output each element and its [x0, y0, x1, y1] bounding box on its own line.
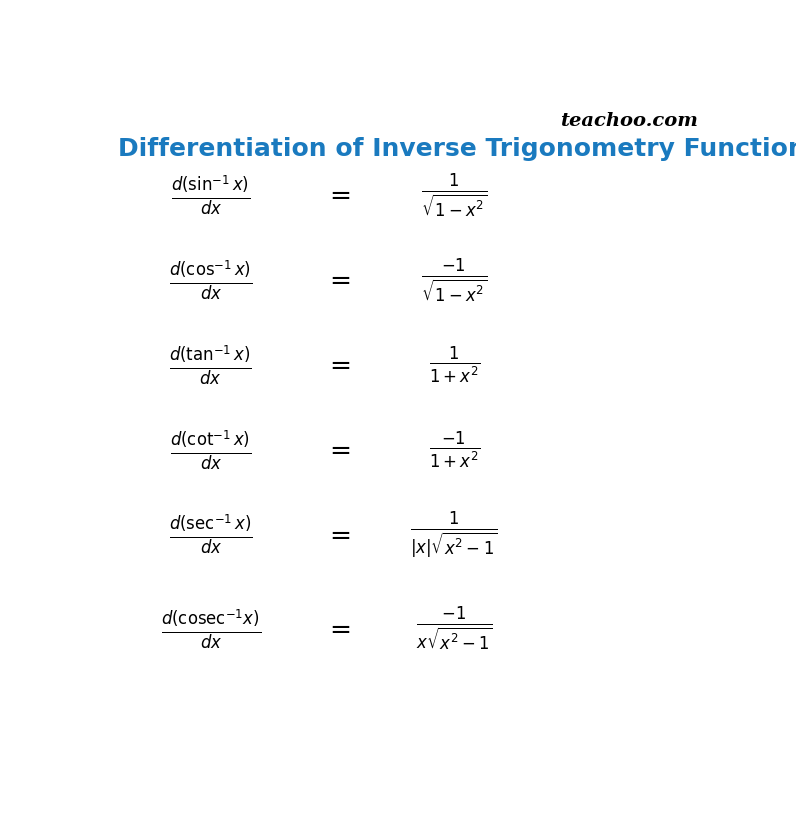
Text: $\frac{d(\sin^{-1} x)}{dx}$: $\frac{d(\sin^{-1} x)}{dx}$	[171, 174, 250, 217]
Text: $\frac{-1}{x\sqrt{x^2-1}}$: $\frac{-1}{x\sqrt{x^2-1}}$	[416, 605, 493, 652]
Text: $\frac{d(\mathrm{cosec}^{-1} x)}{dx}$: $\frac{d(\mathrm{cosec}^{-1} x)}{dx}$	[161, 607, 260, 650]
Text: $=$: $=$	[324, 352, 350, 378]
Text: $\frac{d(\sec^{-1} x)}{dx}$: $\frac{d(\sec^{-1} x)}{dx}$	[169, 512, 252, 557]
Text: $=$: $=$	[324, 182, 350, 208]
Text: $=$: $=$	[324, 616, 350, 642]
Text: $\frac{d(\cos^{-1} x)}{dx}$: $\frac{d(\cos^{-1} x)}{dx}$	[169, 259, 252, 302]
Text: $\frac{d(\cot^{-1} x)}{dx}$: $\frac{d(\cot^{-1} x)}{dx}$	[170, 428, 252, 472]
Text: $\frac{1}{|x|\sqrt{x^2-1}}$: $\frac{1}{|x|\sqrt{x^2-1}}$	[411, 510, 498, 560]
Text: teachoo.com: teachoo.com	[560, 112, 698, 130]
Text: $=$: $=$	[324, 437, 350, 463]
Text: $\frac{-1}{\sqrt{1-x^2}}$: $\frac{-1}{\sqrt{1-x^2}}$	[421, 257, 488, 304]
Text: Differentiation of Inverse Trigonometry Functions: Differentiation of Inverse Trigonometry …	[118, 137, 796, 161]
Text: $=$: $=$	[324, 521, 350, 548]
Text: $=$: $=$	[324, 267, 350, 293]
Text: $\frac{1}{\sqrt{1-x^2}}$: $\frac{1}{\sqrt{1-x^2}}$	[421, 172, 488, 219]
Text: $\frac{-1}{1+x^2}$: $\frac{-1}{1+x^2}$	[428, 429, 480, 470]
Text: $\frac{1}{1+x^2}$: $\frac{1}{1+x^2}$	[428, 344, 480, 385]
Text: $\frac{d(\tan^{-1} x)}{dx}$: $\frac{d(\tan^{-1} x)}{dx}$	[170, 344, 252, 387]
